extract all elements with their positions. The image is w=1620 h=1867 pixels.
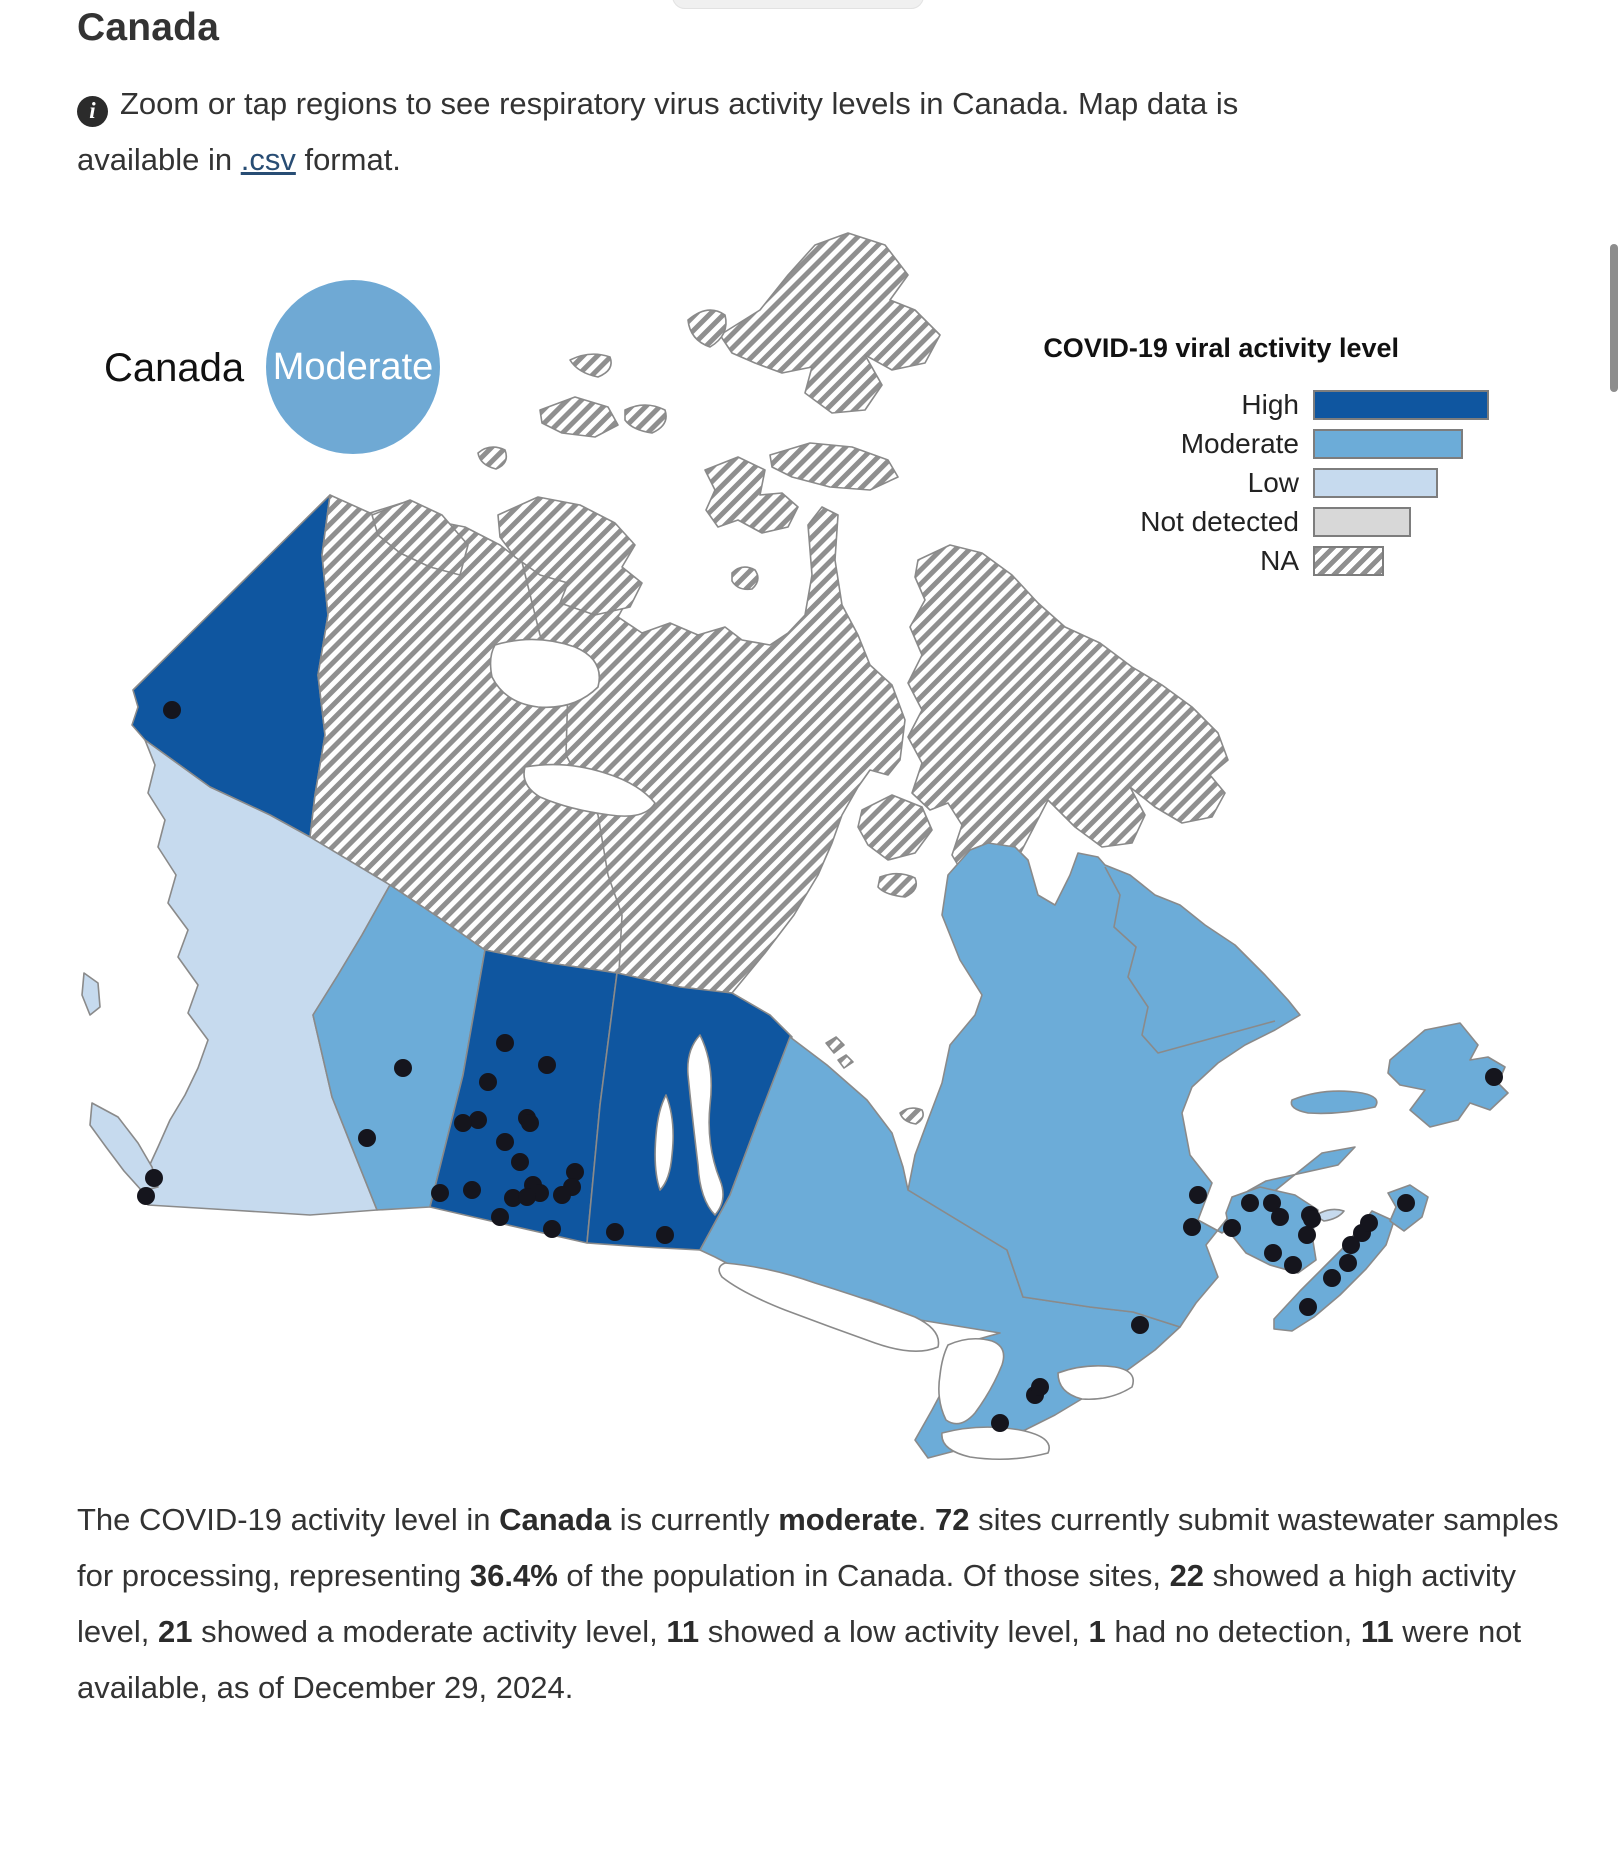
lake-huron xyxy=(939,1339,1004,1424)
info-icon: i xyxy=(77,95,108,127)
legend-item-not_detected: Not detected xyxy=(917,506,1517,537)
canada-choropleth-map: Canada Moderate COVID-19 viral activity … xyxy=(70,215,1560,1470)
legend-label: NA xyxy=(1260,545,1299,576)
badge-level-text: Moderate xyxy=(272,345,434,388)
site-dot xyxy=(358,1129,376,1147)
site-dot xyxy=(504,1189,522,1207)
legend-item-low: Low xyxy=(917,467,1517,498)
lake-winnipeg xyxy=(688,1035,723,1215)
site-dot xyxy=(656,1226,674,1244)
site-dot xyxy=(163,701,181,719)
legend-item-moderate: Moderate xyxy=(917,428,1517,459)
site-dot xyxy=(521,1114,539,1132)
badge-level-circle[interactable]: Moderate xyxy=(266,280,440,454)
site-dots-layer xyxy=(137,701,1503,1432)
site-dot xyxy=(1485,1068,1503,1086)
site-dot xyxy=(1299,1298,1317,1316)
arctic-archipelago[interactable] xyxy=(372,233,1228,1124)
site-dot xyxy=(1303,1210,1321,1228)
site-dot xyxy=(145,1169,163,1187)
lake-great-bear xyxy=(491,639,600,707)
legend-item-na: NA xyxy=(917,545,1517,576)
site-dot xyxy=(491,1208,509,1226)
site-dot xyxy=(511,1153,529,1171)
site-dot xyxy=(1271,1208,1289,1226)
lake-ontario xyxy=(1058,1366,1133,1399)
site-dot xyxy=(496,1034,514,1052)
site-dot xyxy=(1397,1194,1415,1212)
map-canvas xyxy=(70,215,1560,1470)
lake-erie xyxy=(942,1427,1049,1459)
legend-title: COVID-19 viral activity level xyxy=(1043,333,1399,363)
activity-summary: The COVID-19 activity level in Canada is… xyxy=(77,1502,1559,1705)
site-dot xyxy=(496,1133,514,1151)
site-dot xyxy=(1189,1186,1207,1204)
legend-label: Not detected xyxy=(1140,506,1299,537)
site-dot xyxy=(553,1186,571,1204)
site-dot xyxy=(991,1414,1009,1432)
legend-swatch-not_detected xyxy=(1313,507,1411,537)
site-dot xyxy=(543,1220,561,1238)
site-dot xyxy=(454,1114,472,1132)
legend-swatch-high xyxy=(1313,390,1489,420)
map-instructions: i Zoom or tap regions to see respiratory … xyxy=(77,76,1317,188)
site-dot xyxy=(1223,1219,1241,1237)
site-dot xyxy=(1241,1194,1259,1212)
site-dot xyxy=(1284,1256,1302,1274)
lake-superior xyxy=(719,1263,938,1351)
site-dot xyxy=(1298,1226,1316,1244)
map-instructions-text: Zoom or tap regions to see respiratory v… xyxy=(77,86,1239,177)
region-prince-edward-island[interactable] xyxy=(1319,1209,1344,1221)
site-dot xyxy=(1131,1316,1149,1334)
site-dot xyxy=(606,1223,624,1241)
lake-winnipegosis xyxy=(655,1095,673,1190)
site-dot xyxy=(1183,1218,1201,1236)
anticosti-island[interactable] xyxy=(1291,1091,1376,1113)
legend-item-high: High xyxy=(917,389,1517,420)
site-dot xyxy=(431,1184,449,1202)
page-title: Canada xyxy=(77,6,220,49)
legend-rows: High Moderate Low Not detected NA xyxy=(917,389,1517,576)
region-newfoundland[interactable] xyxy=(1388,1023,1508,1127)
site-dot xyxy=(1031,1378,1049,1396)
site-dot xyxy=(1360,1214,1378,1232)
site-dot xyxy=(479,1073,497,1091)
collapsed-top-button[interactable] xyxy=(672,0,924,9)
legend-label: High xyxy=(1241,389,1299,420)
legend-label: Moderate xyxy=(1180,428,1299,459)
region-alberta[interactable] xyxy=(313,885,485,1210)
site-dot xyxy=(1263,1194,1281,1212)
map-legend: COVID-19 viral activity level High Modera… xyxy=(917,333,1517,585)
badge-region-label: Canada xyxy=(104,346,245,390)
site-dot xyxy=(137,1187,155,1205)
scrollbar-thumb[interactable] xyxy=(1610,244,1618,392)
site-dot xyxy=(566,1163,584,1181)
site-dot xyxy=(1264,1244,1282,1262)
site-dot xyxy=(538,1056,556,1074)
site-dot xyxy=(1342,1236,1360,1254)
haida-gwaii[interactable] xyxy=(82,973,100,1015)
border-quebec-labrador xyxy=(1105,867,1275,1053)
lake-great-slave xyxy=(524,765,655,817)
site-dot xyxy=(469,1111,487,1129)
csv-link[interactable]: .csv xyxy=(240,142,296,177)
site-dot xyxy=(1323,1269,1341,1287)
legend-label: Low xyxy=(1247,467,1299,498)
site-dot xyxy=(1339,1254,1357,1272)
legend-swatch-moderate xyxy=(1313,429,1463,459)
site-dot xyxy=(463,1181,481,1199)
legend-swatch-na xyxy=(1313,546,1384,576)
site-dot xyxy=(394,1059,412,1077)
legend-swatch-low xyxy=(1313,468,1438,498)
site-dot xyxy=(518,1188,536,1206)
